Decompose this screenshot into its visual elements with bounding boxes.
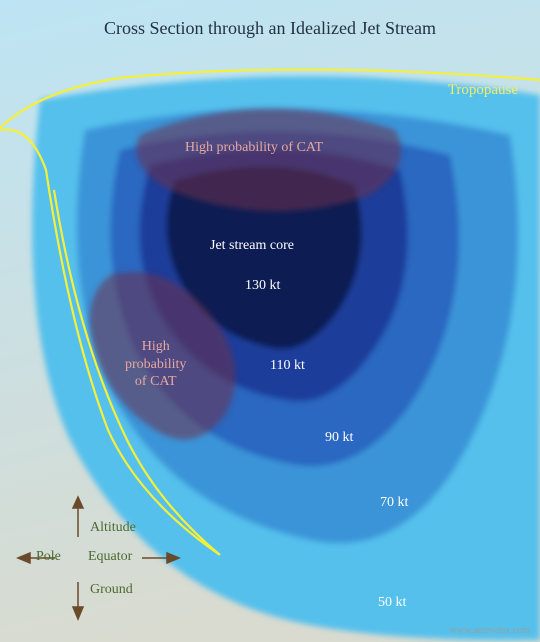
jet-core-label: Jet stream core xyxy=(210,238,294,254)
altitude-label: Altitude xyxy=(90,520,136,536)
speed-90: 90 kt xyxy=(325,430,353,446)
speed-50: 50 kt xyxy=(378,595,406,611)
cat-left-label: High probability of CAT xyxy=(125,338,186,391)
speed-130: 130 kt xyxy=(245,278,280,294)
speed-70: 70 kt xyxy=(380,495,408,511)
ground-label: Ground xyxy=(90,582,133,598)
diagram-title: Cross Section through an Idealized Jet S… xyxy=(0,18,540,39)
cat-top-label: High probability of CAT xyxy=(185,140,323,156)
cat-left-line3: of CAT xyxy=(125,373,186,391)
cat-left-line2: probability xyxy=(125,356,186,374)
credit-text: www.aerowinx.com xyxy=(450,625,530,636)
diagram-canvas: Cross Section through an Idealized Jet S… xyxy=(0,0,540,642)
pole-label: Pole xyxy=(36,549,61,565)
speed-110: 110 kt xyxy=(270,358,305,374)
tropopause-label: Tropopause xyxy=(448,82,518,99)
cat-left-line1: High xyxy=(125,338,186,356)
equator-label: Equator xyxy=(88,549,132,565)
